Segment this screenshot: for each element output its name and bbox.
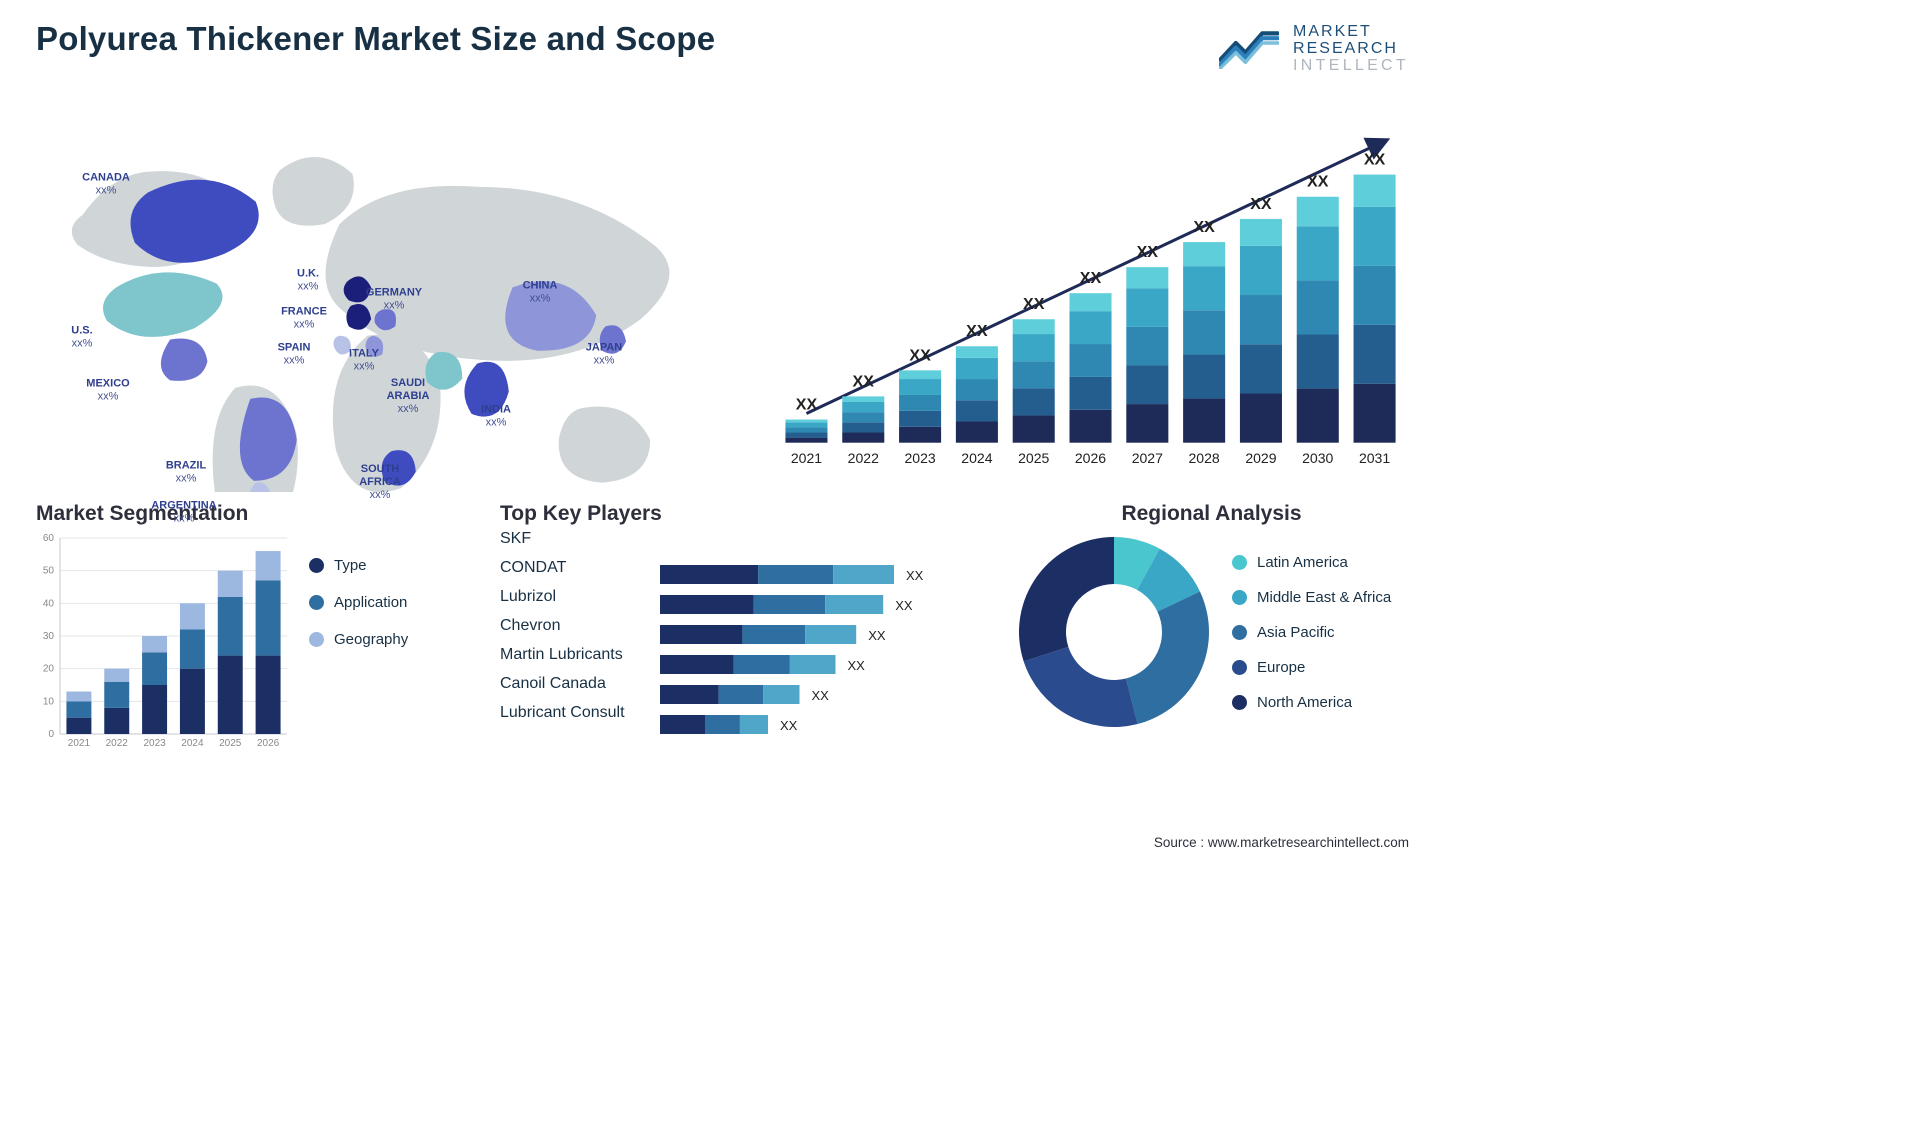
map-label: CANADAxx% (82, 172, 130, 197)
map-label: U.S.xx% (71, 325, 92, 350)
legend-item: Middle East & Africa (1232, 589, 1391, 606)
svg-text:XX: XX (812, 688, 830, 703)
map-label: ARGENTINAxx% (151, 500, 216, 525)
svg-text:50: 50 (43, 566, 55, 577)
brand-line2: RESEARCH (1293, 41, 1409, 58)
legend-item: Geography (309, 631, 408, 648)
svg-text:2023: 2023 (904, 450, 935, 466)
svg-text:2028: 2028 (1189, 450, 1220, 466)
svg-text:XX: XX (1080, 270, 1102, 288)
svg-text:2025: 2025 (1018, 450, 1049, 466)
svg-text:XX: XX (1307, 173, 1329, 191)
legend-item: North America (1232, 694, 1391, 711)
svg-text:XX: XX (848, 658, 866, 673)
svg-text:2029: 2029 (1245, 450, 1276, 466)
legend-item: Type (309, 557, 408, 574)
source-text: Source : www.marketresearchintellect.com (1154, 835, 1409, 850)
svg-text:XX: XX (1364, 151, 1386, 169)
map-label: GERMANYxx% (366, 287, 422, 312)
svg-text:2024: 2024 (961, 450, 992, 466)
svg-text:XX: XX (1193, 218, 1215, 236)
brand-logo: MARKET RESEARCH INTELLECT (1219, 24, 1409, 74)
player-name: Chevron (500, 617, 560, 635)
svg-text:2021: 2021 (791, 450, 822, 466)
svg-text:2022: 2022 (106, 738, 129, 749)
player-name: Martin Lubricants (500, 646, 623, 664)
map-label: CHINAxx% (523, 280, 558, 305)
svg-text:30: 30 (43, 631, 55, 642)
map-label: SOUTHAFRICAxx% (359, 463, 401, 501)
regional-donut-chart (1014, 532, 1214, 732)
svg-text:XX: XX (906, 568, 924, 583)
svg-text:2024: 2024 (181, 738, 204, 749)
svg-text:2026: 2026 (1075, 450, 1106, 466)
map-label: INDIAxx% (481, 404, 511, 429)
world-map-chart: CANADAxx%U.S.xx%MEXICOxx%BRAZILxx%ARGENT… (36, 92, 736, 492)
svg-text:XX: XX (1137, 244, 1159, 262)
map-label: FRANCExx% (281, 306, 327, 331)
svg-text:2022: 2022 (848, 450, 879, 466)
page-title: Polyurea Thickener Market Size and Scope (36, 20, 715, 58)
legend-item: Latin America (1232, 554, 1391, 571)
map-label: ITALYxx% (349, 348, 379, 373)
svg-text:XX: XX (853, 373, 875, 391)
legend-item: Europe (1232, 659, 1391, 676)
legend-item: Asia Pacific (1232, 624, 1391, 641)
svg-text:XX: XX (909, 347, 931, 365)
svg-text:2021: 2021 (68, 738, 91, 749)
map-label: MEXICOxx% (86, 378, 129, 403)
svg-text:XX: XX (780, 718, 798, 733)
players-bar-chart: XXXXXXXXXXXX (660, 532, 980, 762)
brand-line3: INTELLECT (1293, 58, 1409, 75)
svg-text:2023: 2023 (143, 738, 166, 749)
svg-text:XX: XX (796, 396, 818, 414)
svg-text:0: 0 (48, 729, 54, 740)
svg-text:2030: 2030 (1302, 450, 1333, 466)
svg-text:XX: XX (868, 628, 886, 643)
svg-text:2025: 2025 (219, 738, 242, 749)
legend-item: Application (309, 594, 408, 611)
svg-text:10: 10 (43, 697, 55, 708)
map-label: U.K.xx% (297, 268, 319, 293)
svg-text:20: 20 (43, 664, 55, 675)
logo-mark (1219, 29, 1279, 69)
svg-text:XX: XX (1250, 195, 1272, 213)
player-name: Canoil Canada (500, 675, 606, 693)
svg-text:2027: 2027 (1132, 450, 1163, 466)
players-name-list: SKF CONDAT Lubrizol Chevron Martin Lubricant… (500, 530, 650, 762)
map-label: SAUDIARABIAxx% (387, 377, 430, 415)
players-title: Top Key Players (500, 502, 980, 526)
forecast-bar-chart: XX 2021 XX 2022 XX 2023 XX 2024 XX 2025 XX 2026 XX 20… (766, 92, 1409, 492)
segmentation-title: Market Segmentation (36, 502, 466, 526)
player-name: Lubricant Consult (500, 704, 625, 722)
player-name: Lubrizol (500, 588, 556, 606)
segmentation-chart: 0 10 20 30 40 50 60 2021 2022 2023 2024 2025 2026 (36, 532, 291, 752)
svg-text:2031: 2031 (1359, 450, 1390, 466)
map-label: JAPANxx% (586, 342, 622, 367)
player-name: CONDAT (500, 559, 566, 577)
svg-text:60: 60 (43, 533, 55, 544)
map-label: SPAINxx% (278, 342, 311, 367)
svg-text:40: 40 (43, 599, 55, 610)
regional-title: Regional Analysis (1014, 502, 1409, 526)
player-name: SKF (500, 530, 531, 548)
brand-line1: MARKET (1293, 24, 1409, 41)
svg-text:XX: XX (1023, 296, 1045, 314)
regional-legend: Latin America Middle East & Africa Asia Pa… (1232, 554, 1391, 711)
svg-text:XX: XX (895, 598, 913, 613)
map-label: BRAZILxx% (166, 460, 206, 485)
svg-text:XX: XX (966, 323, 988, 341)
svg-text:2026: 2026 (257, 738, 280, 749)
segmentation-legend: Type Application Geography (309, 557, 408, 752)
